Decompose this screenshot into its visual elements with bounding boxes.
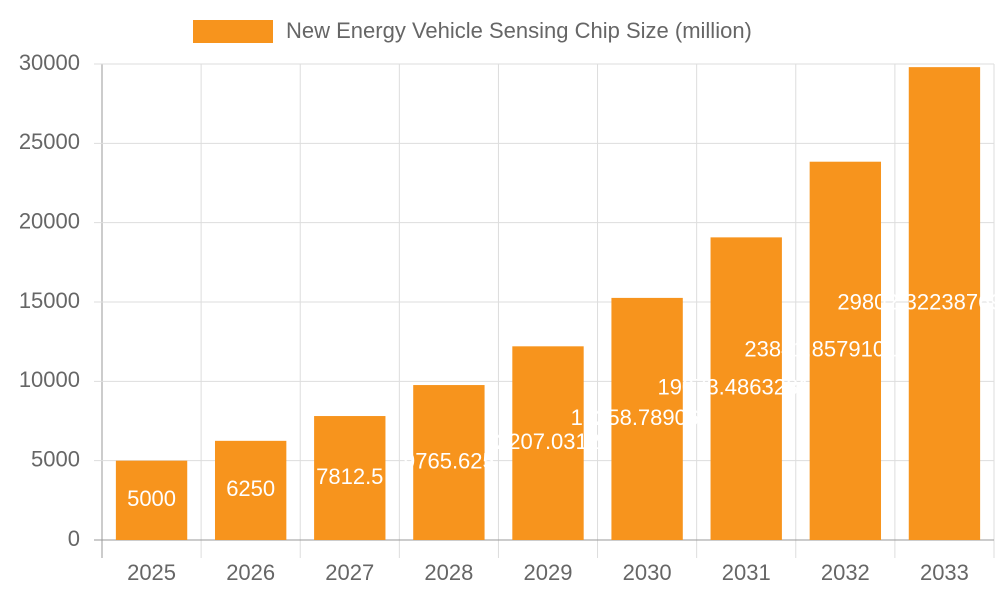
bar xyxy=(413,385,485,540)
y-tick-label: 15000 xyxy=(19,288,80,313)
x-tick-label: 2025 xyxy=(127,560,176,585)
data-label: 9765.625 xyxy=(403,448,495,473)
data-label: 19073.486328125 xyxy=(658,374,835,399)
bar xyxy=(115,460,188,540)
x-tick-label: 2028 xyxy=(424,560,473,585)
data-label: 15258.7890625 xyxy=(571,405,724,430)
x-tick-label: 2030 xyxy=(623,560,672,585)
bar xyxy=(314,416,386,540)
legend-label: New Energy Vehicle Sensing Chip Size (mi… xyxy=(286,18,752,43)
legend-swatch xyxy=(193,20,273,43)
data-label: 7812.5 xyxy=(316,464,383,489)
x-tick-label: 2029 xyxy=(524,560,573,585)
data-label: 6250 xyxy=(226,476,275,501)
data-label: 29802.322387695312 xyxy=(837,289,1000,314)
bar xyxy=(809,161,882,541)
x-tick-label: 2027 xyxy=(325,560,374,585)
y-tick-label: 20000 xyxy=(19,208,80,233)
x-tick-label: 2033 xyxy=(920,560,969,585)
y-tick-label: 30000 xyxy=(19,50,80,75)
data-label: 5000 xyxy=(127,486,176,511)
x-tick-label: 2032 xyxy=(821,560,870,585)
bar xyxy=(710,237,782,540)
y-tick-label: 10000 xyxy=(19,367,80,392)
x-tick-label: 2031 xyxy=(722,560,771,585)
y-tick-label: 0 xyxy=(68,526,80,551)
x-tick-label: 2026 xyxy=(226,560,275,585)
y-tick-label: 5000 xyxy=(31,446,80,471)
bar xyxy=(611,297,683,540)
y-tick-label: 25000 xyxy=(19,129,80,154)
bar xyxy=(908,67,981,541)
bar xyxy=(214,440,287,540)
bar xyxy=(512,346,584,540)
data-label: 12207.03125 xyxy=(484,429,612,454)
